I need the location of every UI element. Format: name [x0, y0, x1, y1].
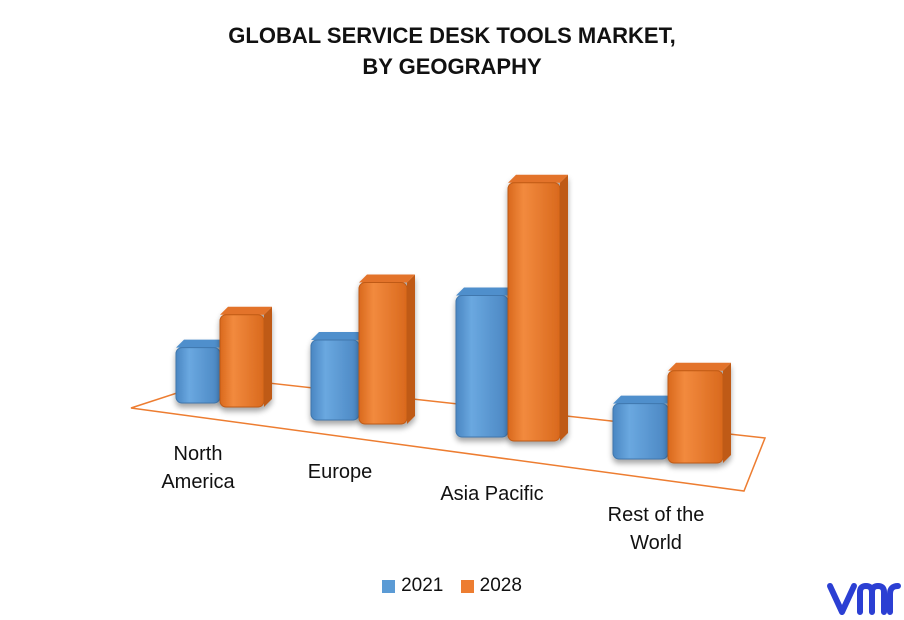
bar-side [723, 362, 731, 463]
bar-2021-asia-pacific [455, 287, 516, 438]
vmr-logo [827, 583, 901, 615]
legend-swatch-2028 [460, 579, 474, 593]
bar-top [508, 174, 568, 183]
bar-top [220, 306, 272, 315]
bar-top [311, 332, 367, 341]
bar-top [359, 274, 415, 283]
bar-top [176, 339, 228, 348]
title-line-1: GLOBAL SERVICE DESK TOOLS MARKET, [228, 23, 676, 48]
legend-label-2028: 2028 [479, 575, 522, 596]
category-label-asia-pacific: Asia Pacific [440, 483, 543, 505]
category-label-line: Rest of the [608, 504, 705, 526]
bar-front [455, 295, 509, 438]
bar-front [358, 282, 408, 425]
bar-front [612, 403, 669, 460]
bar-side [560, 174, 568, 441]
bar-top [456, 287, 516, 296]
category-label-line: America [161, 471, 235, 493]
bar-2028-europe [358, 274, 415, 425]
bar-front [219, 314, 265, 408]
category-label-line: World [630, 532, 682, 554]
bar-front [507, 182, 561, 442]
chart-title: GLOBAL SERVICE DESK TOOLS MARKET, BY GEO… [0, 20, 904, 82]
bar-2028-rest-of-the-world [667, 362, 731, 464]
bar-side [264, 306, 272, 407]
bar-top [668, 362, 731, 371]
bar-2028-asia-pacific [507, 174, 568, 442]
category-label-rest-of-the-world: Rest of the World [608, 504, 705, 554]
category-label-line: North [174, 443, 223, 465]
category-label-north-america: North America [161, 443, 235, 493]
category-label-europe: Europe [308, 461, 373, 483]
legend-label-2021: 2021 [401, 575, 444, 596]
legend-swatch-2021 [382, 579, 396, 593]
legend-item-2021: 2021 [382, 575, 443, 597]
category-label-line: Europe [308, 461, 373, 483]
bar-2021-rest-of-the-world [612, 395, 676, 460]
title-line-2: BY GEOGRAPHY [362, 54, 542, 79]
bar-front [310, 339, 360, 421]
legend-item-2028: 2028 [460, 575, 522, 597]
bar-side [407, 274, 415, 424]
bar-top [613, 395, 676, 404]
bar-front [667, 370, 724, 464]
category-label-line: Asia Pacific [440, 483, 543, 505]
bar-2028-north-america [219, 306, 272, 408]
bar-front [175, 347, 221, 404]
legend: 2021 2028 [0, 575, 904, 599]
